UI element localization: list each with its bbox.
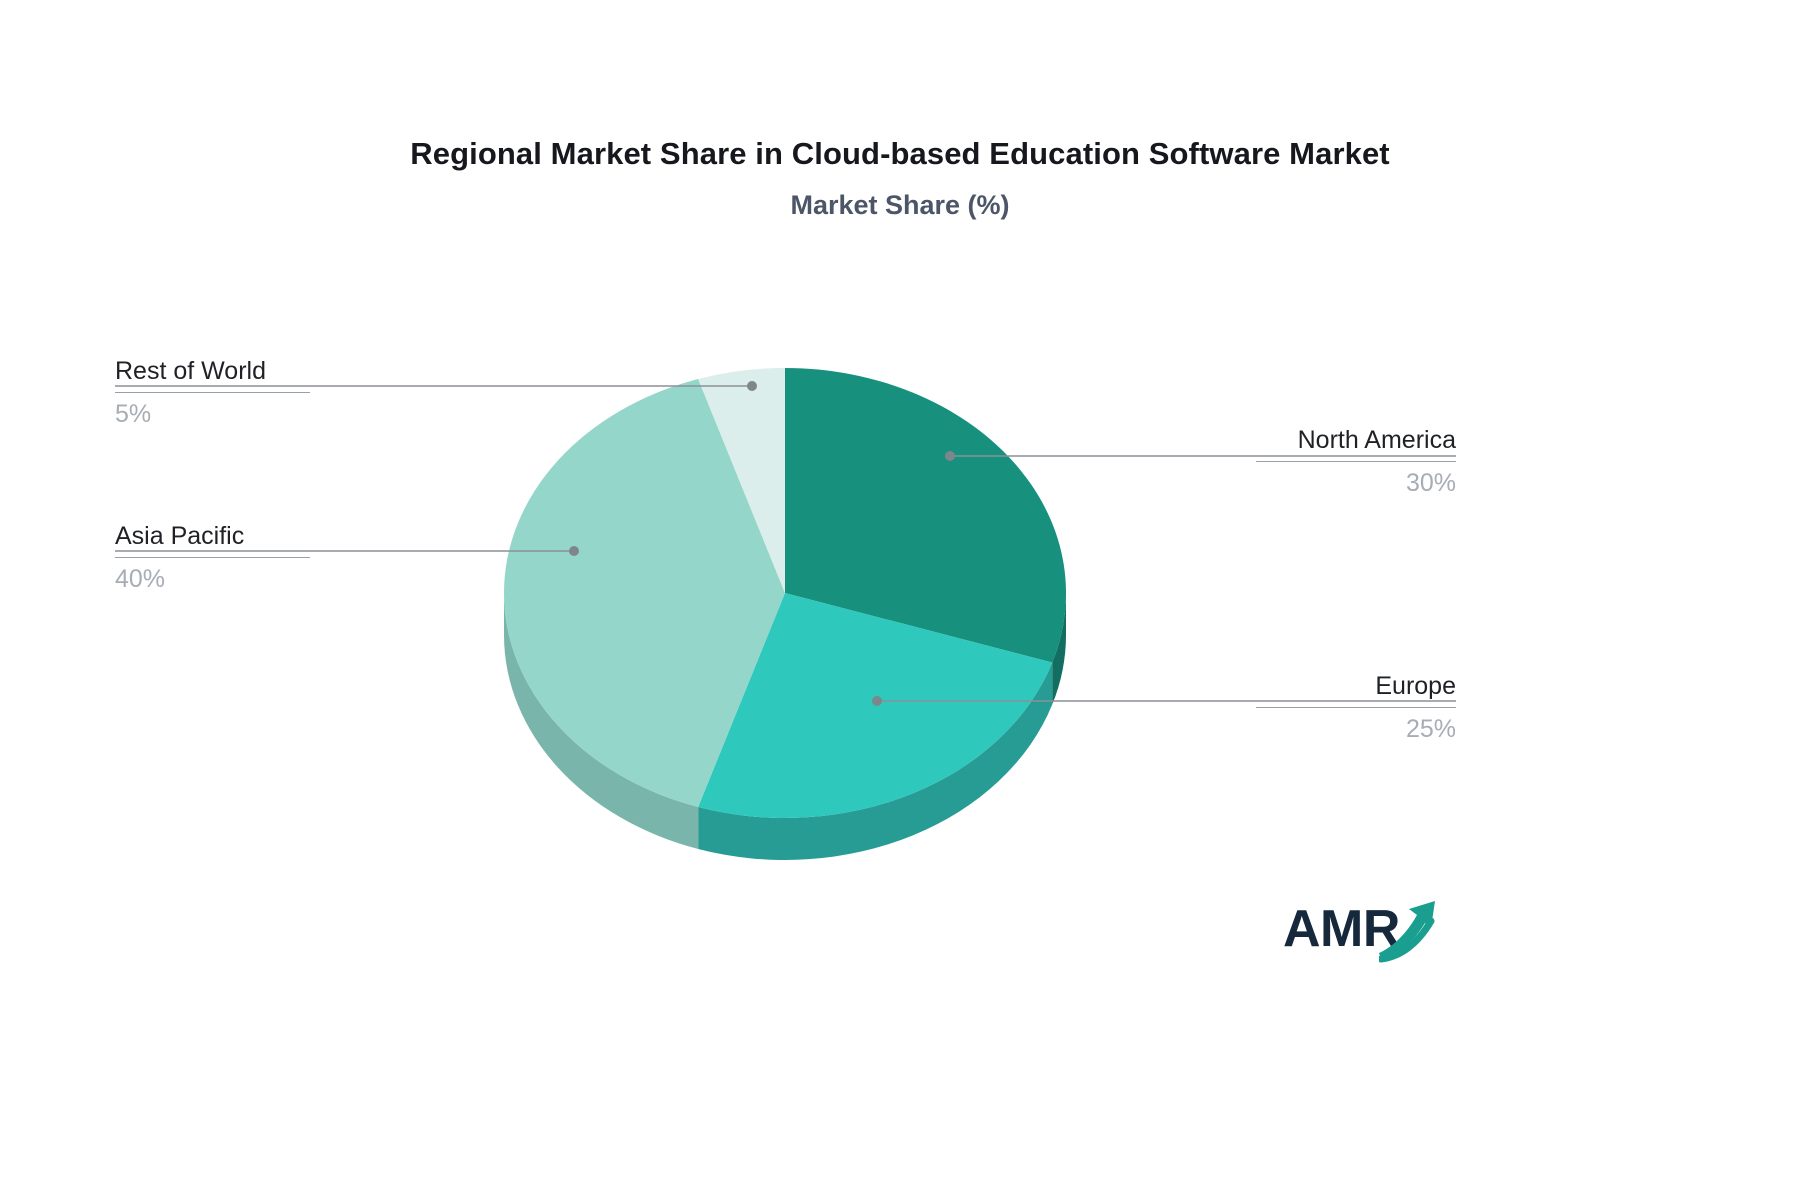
leader-dot-rest-of-world	[747, 381, 757, 391]
leader-dot-asia-pacific	[569, 546, 579, 556]
callout-label-asia-pacific: Asia Pacific	[115, 522, 245, 550]
leader-lines-group	[115, 385, 1456, 702]
callout-rule-asia-pacific	[115, 557, 310, 559]
callout-label-north-america: North America	[1297, 426, 1456, 454]
leader-dot-north-america	[945, 451, 955, 461]
leader-dot-europe	[872, 696, 882, 706]
pie-slice-asia-pacific[interactable]	[503, 379, 785, 807]
callout-label-rest-of-world: Rest of World	[115, 357, 266, 385]
pie-side-asia-pacific	[504, 593, 699, 849]
pie-depth-group	[504, 593, 1066, 861]
pie-side-europe	[698, 662, 1053, 861]
pie-slice-north-america[interactable]	[785, 368, 1066, 663]
callout-value-rest-of-world: 5%	[115, 400, 152, 429]
pie-side-north-america	[1052, 593, 1066, 705]
chart-subtitle: Market Share (%)	[790, 190, 1010, 220]
amr-logo: AMR	[1283, 893, 1453, 965]
callout-asia-pacific[interactable]: Asia Pacific 40%	[115, 521, 310, 596]
callout-value-europe: 25%	[1405, 715, 1456, 744]
callout-north-america[interactable]: North America 30%	[1256, 425, 1456, 500]
pie-slice-rest-of-world[interactable]	[698, 368, 785, 593]
growth-arrow-icon	[1379, 901, 1435, 963]
callout-rest-of-world[interactable]: Rest of World 5%	[115, 356, 310, 431]
pie-slices-group	[503, 368, 1066, 818]
callout-rule-north-america	[1256, 461, 1456, 463]
leader-dots-group	[569, 381, 955, 706]
callout-value-asia-pacific: 40%	[115, 565, 166, 594]
chart-title: Regional Market Share in Cloud-based Edu…	[410, 136, 1390, 171]
callout-value-north-america: 30%	[1405, 469, 1456, 498]
amr-logo-text: AMR	[1283, 900, 1400, 958]
callout-rule-europe	[1256, 707, 1456, 709]
callout-label-europe: Europe	[1375, 672, 1456, 700]
callout-rule-rest-of-world	[115, 392, 310, 394]
callout-europe[interactable]: Europe 25%	[1256, 671, 1456, 746]
